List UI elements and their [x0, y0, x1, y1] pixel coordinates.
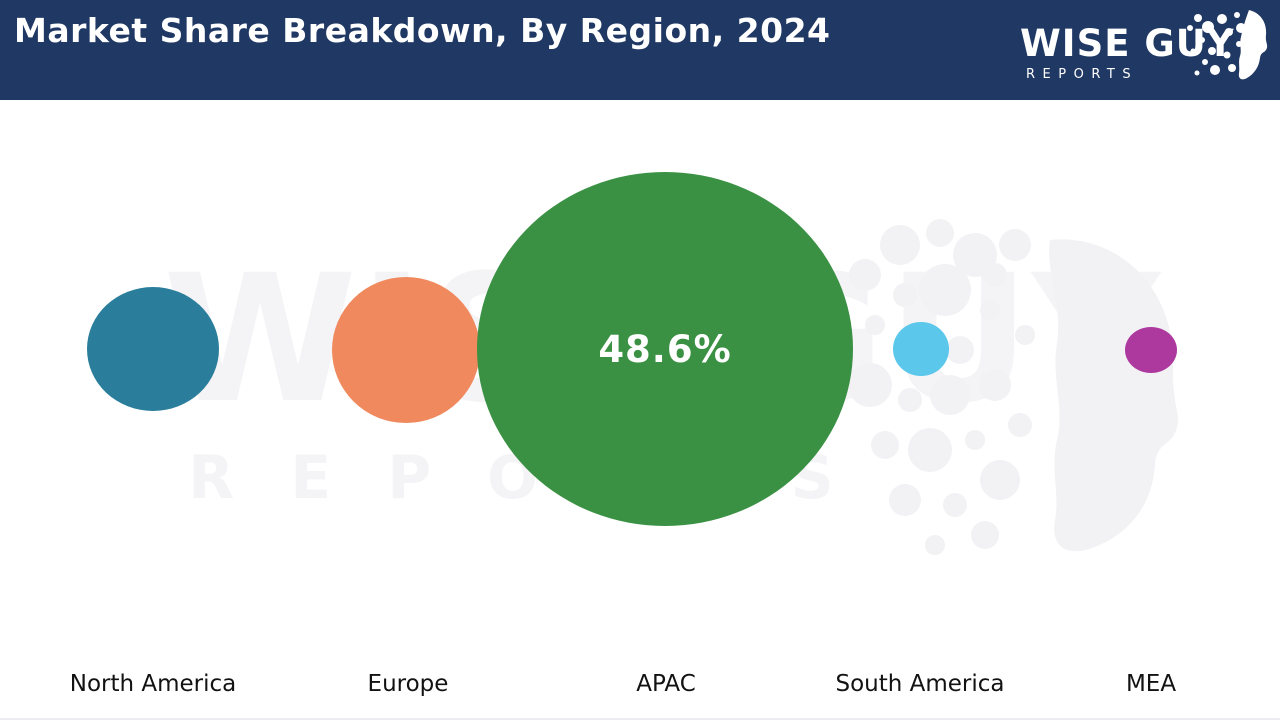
region-label-mea: MEA: [1125, 671, 1177, 697]
header-bar: Market Share Breakdown, By Region, 2024 …: [0, 0, 1280, 100]
region-label-south-america: South America: [835, 671, 1005, 697]
bubble-europe: [332, 277, 480, 423]
page-title: Market Share Breakdown, By Region, 2024: [14, 11, 831, 50]
logo-line2-text: REPORTS: [1026, 67, 1138, 82]
bottom-divider: [0, 718, 1280, 720]
bubble-south-america: [893, 322, 949, 376]
region-label-apac: APAC: [636, 671, 696, 697]
watermark-head-icon: [848, 219, 1178, 555]
bubble-mea: [1125, 327, 1177, 373]
bubble-value-label: 48.6%: [598, 327, 732, 371]
wise-guy-reports-logo: WISE GUY REPORTS: [1020, 10, 1268, 82]
bubble-apac: 48.6%: [477, 172, 853, 526]
logo-line1-text: WISE GUY: [1020, 22, 1235, 65]
region-label-north-america: North America: [69, 671, 237, 697]
bubble-north-america: [87, 287, 219, 411]
region-label-europe: Europe: [367, 671, 449, 697]
